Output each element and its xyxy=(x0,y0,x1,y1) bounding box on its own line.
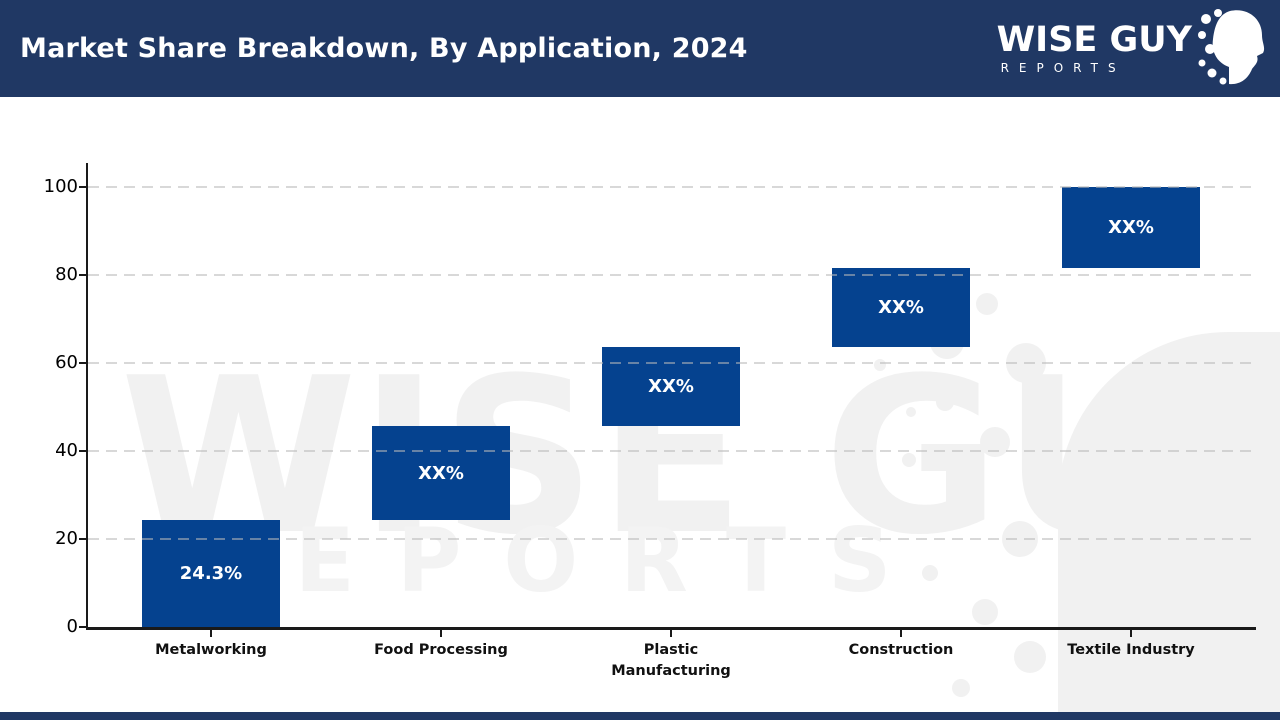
gridline-y-20 xyxy=(88,538,1256,540)
x-axis-category-label: Plastic Manufacturing xyxy=(611,642,731,680)
watermark-dot xyxy=(902,453,916,467)
gridline-y-60 xyxy=(88,362,1256,364)
x-axis-line xyxy=(86,627,1256,630)
bar-food-processing: XX% xyxy=(372,426,510,521)
x-axis-tick-mark xyxy=(670,630,672,637)
watermark-dot xyxy=(952,679,970,697)
y-axis-tick-label: 20 xyxy=(55,528,78,549)
watermark-dot xyxy=(976,293,998,315)
bar-plastic-manufacturing: XX% xyxy=(602,346,740,427)
gridline-y-100 xyxy=(88,186,1256,188)
x-axis-category-label: Metalworking xyxy=(155,642,267,658)
logo-subtitle: REPORTS xyxy=(1000,60,1126,75)
y-axis-tick-mark xyxy=(79,450,87,452)
logo-text: WISE GUY REPORTS xyxy=(996,19,1192,75)
x-axis-category-label: Construction xyxy=(848,642,954,658)
y-axis-tick-label: 0 xyxy=(66,616,78,637)
watermark-dot xyxy=(874,359,886,371)
watermark-dot xyxy=(1036,473,1054,491)
gridline-y-40 xyxy=(88,450,1256,452)
y-axis-tick-label: 80 xyxy=(55,264,78,285)
bar-construction: XX% xyxy=(832,267,970,347)
watermark-dot xyxy=(922,565,938,581)
bar-metalworking: 24.3% xyxy=(142,520,280,627)
bar-textile-industry: XX% xyxy=(1062,187,1200,268)
x-axis-tick-mark xyxy=(210,630,212,637)
watermark-reports: REPORTS xyxy=(185,509,934,612)
watermark-dot xyxy=(936,393,954,411)
watermark-dot xyxy=(952,495,980,523)
bar-value-label: XX% xyxy=(418,462,464,484)
y-axis-tick-label: 100 xyxy=(43,176,78,197)
y-axis-tick-mark xyxy=(79,362,87,364)
watermark-dot xyxy=(980,427,1010,457)
wise-guy-reports-logo: WISE GUY REPORTS xyxy=(997,5,1280,93)
watermark-dot xyxy=(1024,393,1046,415)
chart-canvas: WISE GUY REPORTS 0 20 40 60 80 100 24.3% Metalw… xyxy=(0,97,1280,712)
page-title: Market Share Breakdown, By Application, … xyxy=(20,33,748,64)
bar-value-label: 24.3% xyxy=(179,563,243,585)
y-axis-tick-mark xyxy=(79,186,87,188)
x-axis-tick-mark xyxy=(1130,630,1132,637)
logo-name: WISE GUY xyxy=(996,19,1192,60)
y-axis-tick-label: 40 xyxy=(55,440,78,461)
x-axis-category-label: Textile Industry xyxy=(1067,642,1195,658)
logo-head-icon xyxy=(1198,8,1265,84)
y-axis-tick-mark xyxy=(79,538,87,540)
y-axis-tick-mark xyxy=(79,274,87,276)
watermark-dot xyxy=(1014,641,1046,673)
bar-value-label: XX% xyxy=(1108,216,1154,238)
gridline-y-80 xyxy=(88,274,1256,276)
x-axis-tick-mark xyxy=(440,630,442,637)
bar-value-label: XX% xyxy=(878,296,924,318)
watermark-dot xyxy=(906,407,916,417)
bar-value-label: XX% xyxy=(648,376,694,398)
y-axis-tick-mark xyxy=(79,626,87,628)
footer-bar xyxy=(0,712,1280,720)
watermark-head-shape xyxy=(1058,332,1280,712)
y-axis-tick-label: 60 xyxy=(55,352,78,373)
y-axis-line xyxy=(86,163,88,630)
watermark-dot xyxy=(972,599,998,625)
watermark-dot xyxy=(886,513,896,523)
x-axis-category-label: Food Processing xyxy=(374,642,508,658)
header-bar: Market Share Breakdown, By Application, … xyxy=(0,0,1280,97)
x-axis-tick-mark xyxy=(900,630,902,637)
